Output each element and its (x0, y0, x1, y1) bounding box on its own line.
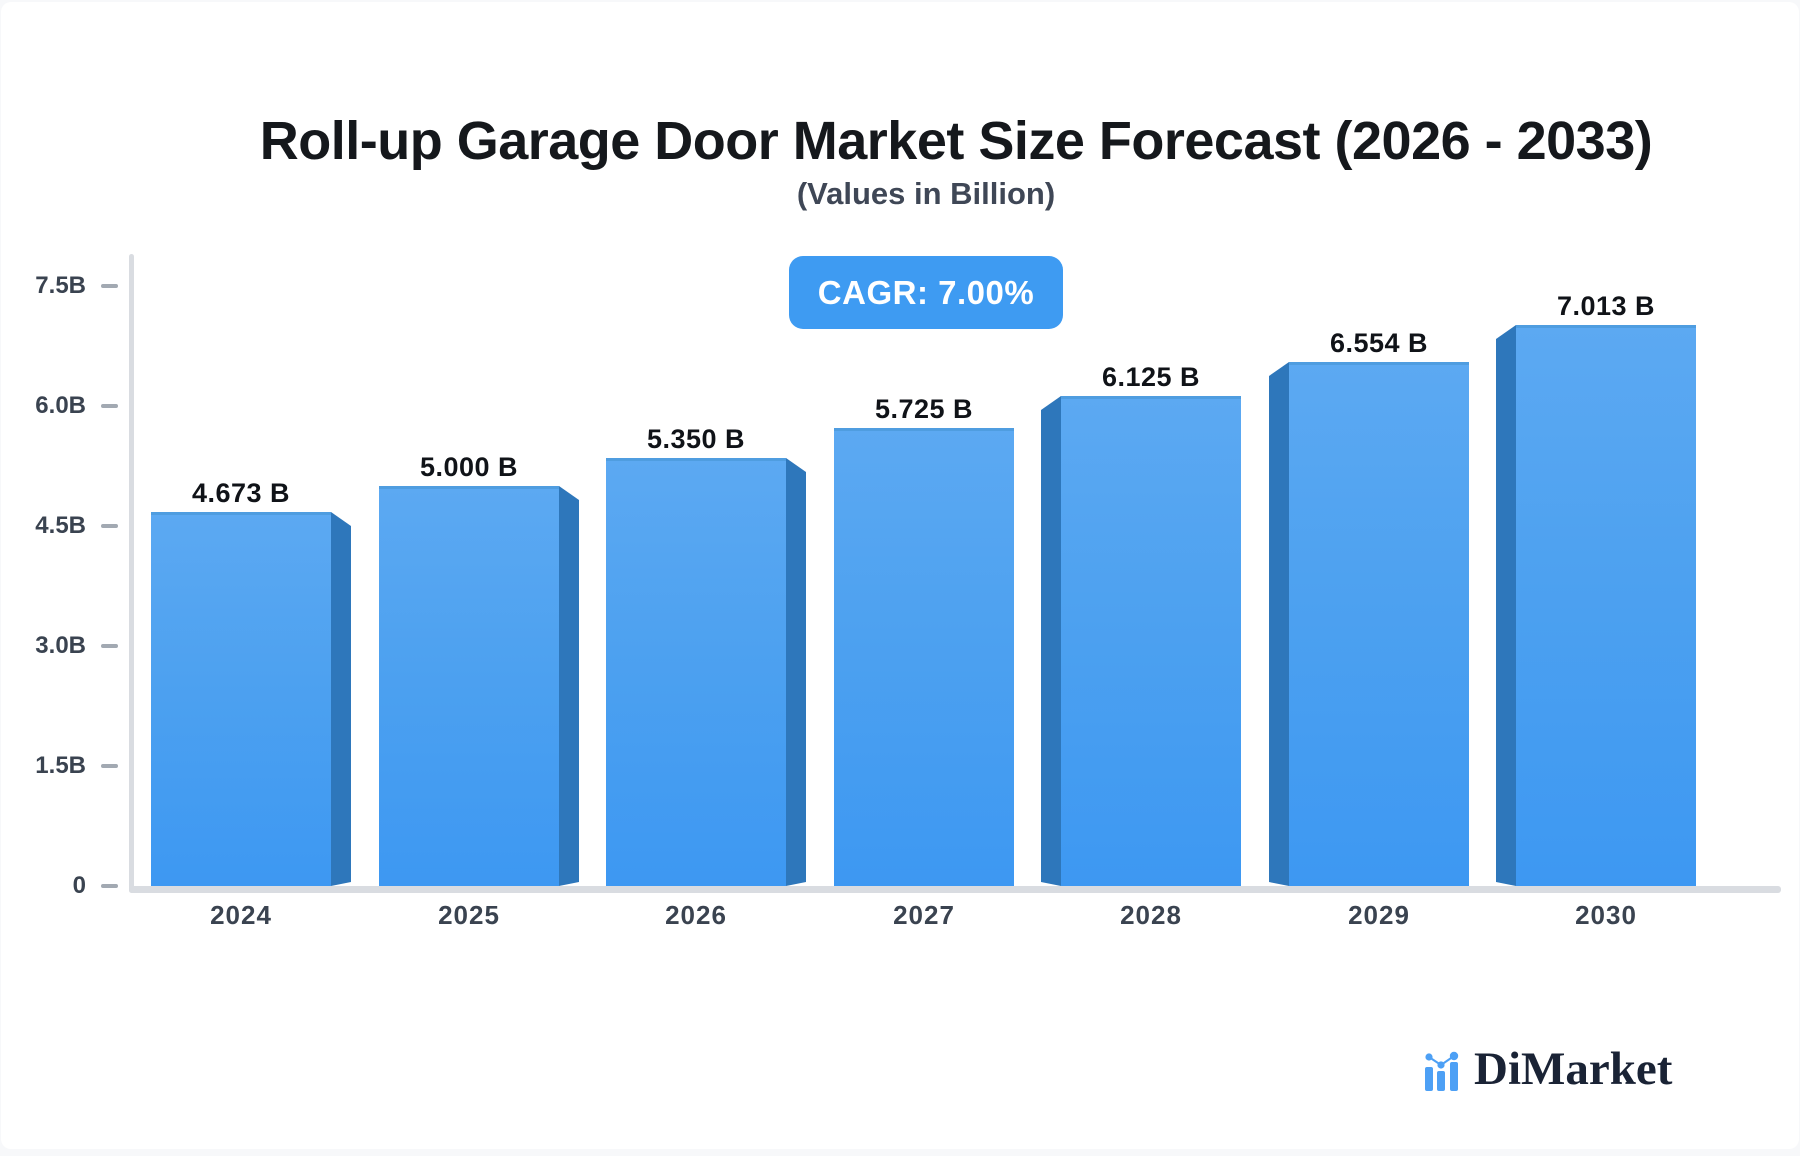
x-axis-label: 2030 (1575, 900, 1637, 930)
bar-face (1516, 325, 1696, 886)
bar-face (606, 458, 786, 886)
brand-logo-text: DiMarket (1474, 1043, 1673, 1095)
bar-2029: 6.554 B 2029 (1289, 328, 1469, 930)
x-axis-label: 2024 (210, 900, 272, 930)
y-axis-label: 4.5B (35, 512, 86, 539)
chart-title: Roll-up Garage Door Market Size Forecast… (259, 111, 1653, 171)
bar-side-bevel (1041, 396, 1061, 886)
y-axis-label: 6.0B (35, 392, 86, 419)
y-axis-label: 7.5B (35, 272, 86, 299)
bar-value-label: 6.554 B (1329, 328, 1429, 358)
y-axis-tick (101, 284, 118, 288)
x-axis-baseline (129, 886, 1781, 893)
brand-logo: DiMarket (1424, 1043, 1673, 1095)
chart-subtitle: (Values in Billion) (796, 176, 1056, 211)
bar-face (379, 486, 559, 886)
bar-side-bevel (1496, 325, 1516, 886)
bar-side-bevel (559, 486, 579, 886)
bar-value-label: 7.013 B (1556, 291, 1656, 321)
y-axis-tick (101, 884, 118, 888)
y-axis-tick (101, 644, 118, 648)
y-axis-label: 3.0B (35, 632, 86, 659)
x-axis-label: 2028 (1120, 900, 1182, 930)
cagr-badge: CAGR: 7.00% (789, 256, 1063, 329)
y-axis-tick (101, 404, 118, 408)
y-axis-tick (101, 764, 118, 768)
bar-face (1289, 362, 1469, 886)
bar-2024: 4.673 B 2024 (151, 478, 331, 930)
bar-face (151, 512, 331, 886)
x-axis-label: 2026 (665, 900, 727, 930)
bar-2025: 5.000 B 2025 (379, 452, 559, 930)
bar-side-bevel (331, 512, 351, 886)
bar-chart-with-trendline-icon (1425, 1051, 1459, 1091)
bar-2027: 5.725 B 2027 (834, 394, 1014, 930)
y-axis-tick (101, 524, 118, 528)
bar-2030: 7.013 B 2030 (1516, 291, 1696, 930)
y-axis-line (129, 254, 134, 893)
bar-2028: 6.125 B 2028 (1061, 362, 1241, 930)
bar-side-bevel (786, 458, 806, 886)
bar-side-bevel (1269, 362, 1289, 886)
bar-value-label: 5.725 B (874, 394, 974, 424)
y-axis-label: 1.5B (35, 752, 86, 779)
x-axis-label: 2025 (438, 900, 500, 930)
x-axis-label: 2029 (1348, 900, 1410, 930)
bar-face (834, 428, 1014, 886)
bar-face (1061, 396, 1241, 886)
bar-value-label: 6.125 B (1101, 362, 1201, 392)
bar-value-label: 5.000 B (419, 452, 519, 482)
bar-value-label: 4.673 B (191, 478, 291, 508)
bar-2026: 5.350 B 2026 (606, 424, 786, 930)
x-axis-label: 2027 (893, 900, 955, 930)
y-axis-label: 0 (72, 872, 86, 899)
bar-value-label: 5.350 B (646, 424, 746, 454)
